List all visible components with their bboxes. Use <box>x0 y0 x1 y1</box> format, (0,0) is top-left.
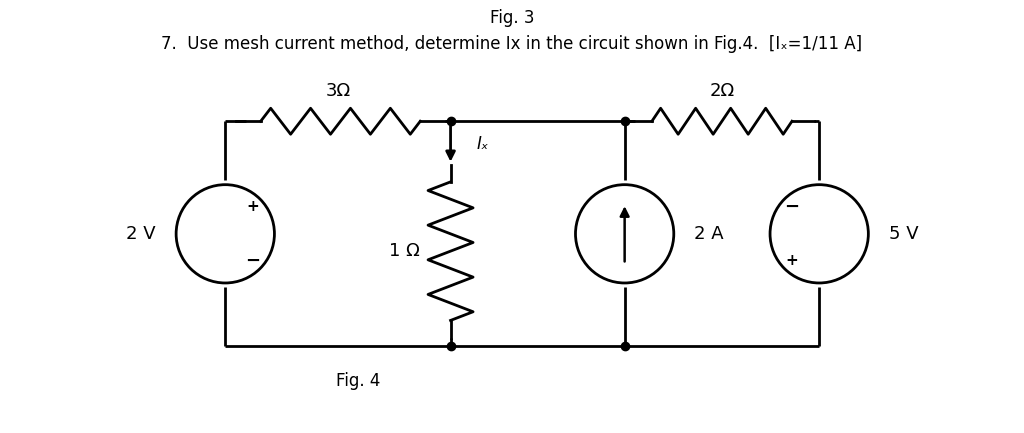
Text: Fig. 3: Fig. 3 <box>489 9 535 27</box>
Text: −: − <box>784 198 800 216</box>
Text: Iₓ: Iₓ <box>476 135 488 153</box>
Text: 2Ω: 2Ω <box>710 82 734 100</box>
Text: 3Ω: 3Ω <box>326 82 350 100</box>
Text: 5 V: 5 V <box>889 225 919 243</box>
Text: 1 Ω: 1 Ω <box>389 242 420 260</box>
Text: 2 A: 2 A <box>694 225 724 243</box>
Text: 2 V: 2 V <box>126 225 156 243</box>
Text: 7.  Use mesh current method, determine Ix in the circuit shown in Fig.4.  [Iₓ=1/: 7. Use mesh current method, determine Ix… <box>162 35 862 53</box>
Text: +: + <box>785 253 799 268</box>
Text: +: + <box>246 199 259 214</box>
Text: Fig. 4: Fig. 4 <box>336 372 381 390</box>
Text: −: − <box>245 252 260 270</box>
